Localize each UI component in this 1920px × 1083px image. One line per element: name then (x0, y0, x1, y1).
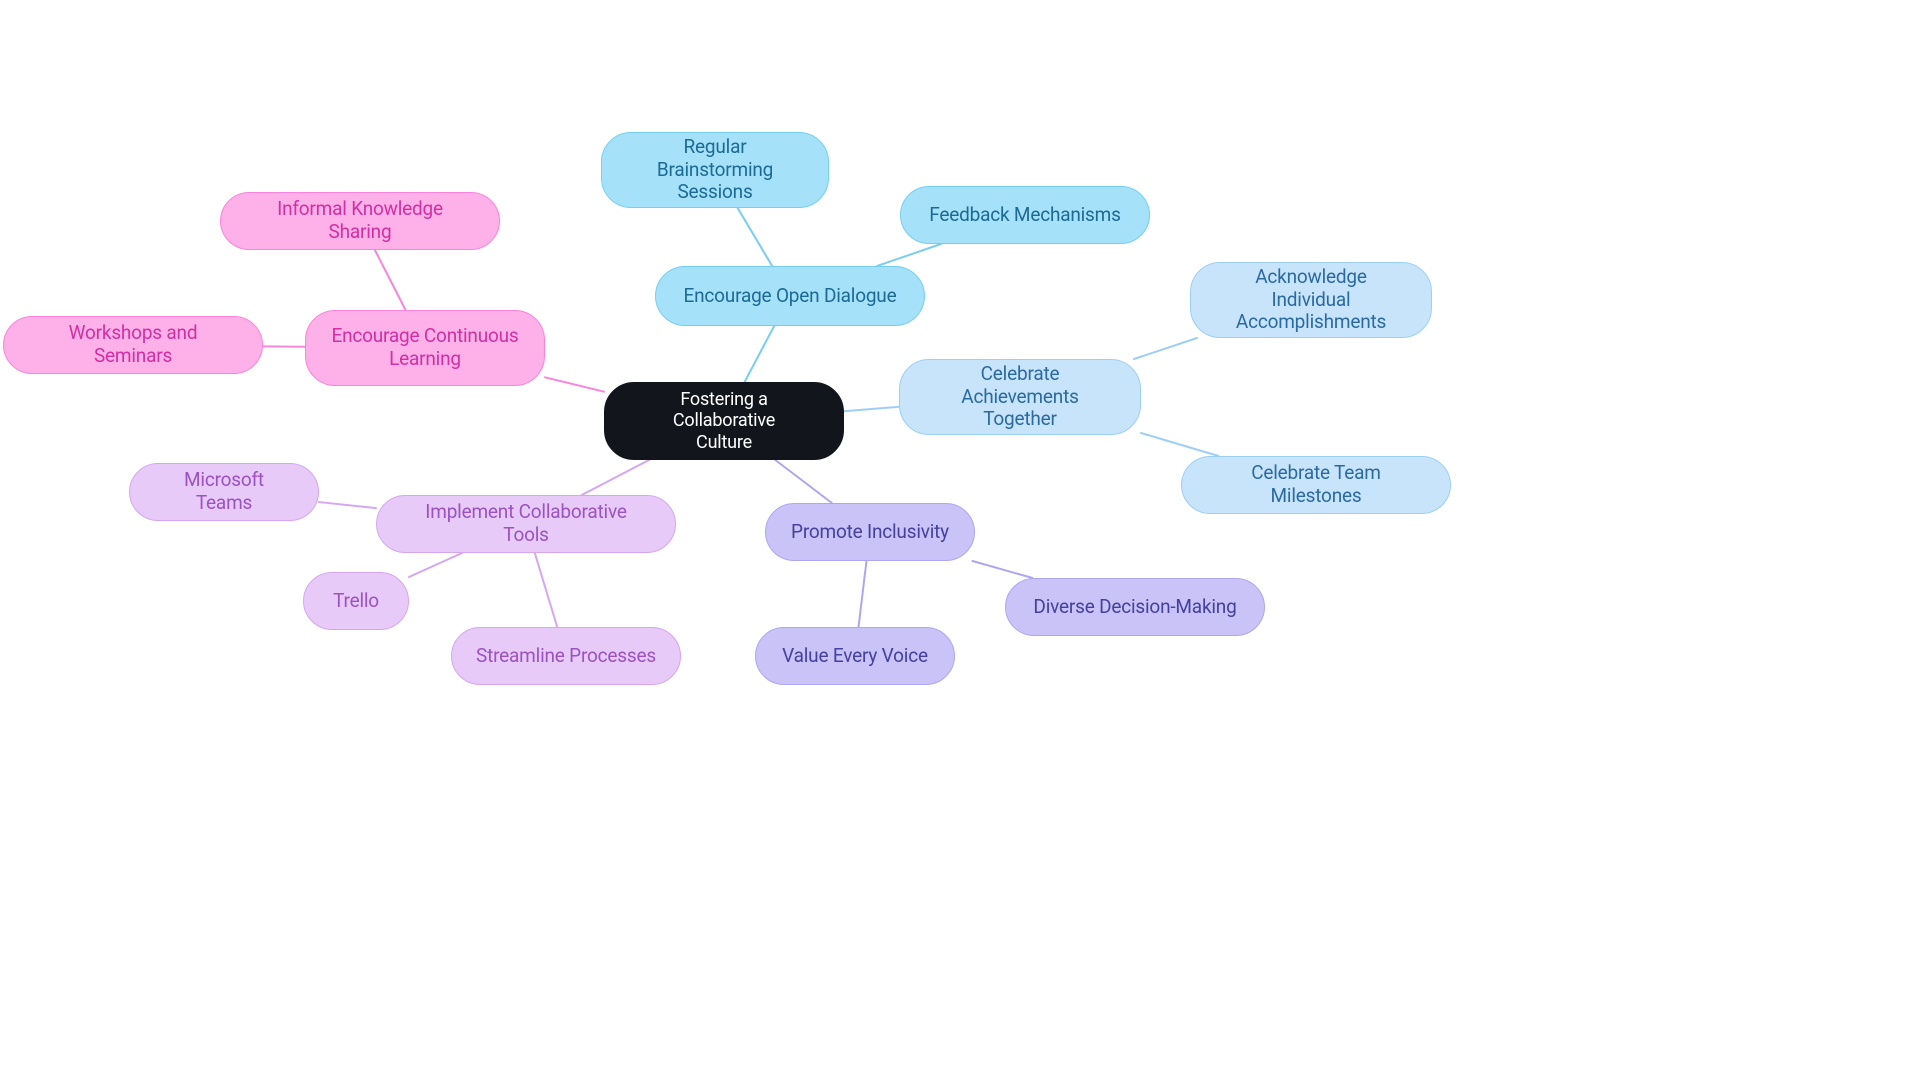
node-label: Workshops and Seminars (28, 322, 238, 368)
node-label: Acknowledge Individual Accomplishments (1215, 266, 1407, 334)
node-label: Encourage Continuous Learning (331, 325, 518, 371)
edge (409, 553, 462, 577)
edge (844, 407, 899, 411)
node-learning: Encourage Continuous Learning (305, 310, 545, 386)
edge (582, 460, 649, 495)
edge (877, 244, 941, 266)
edge (1134, 338, 1197, 359)
edge (535, 553, 557, 627)
node-label: Diverse Decision-Making (1033, 596, 1236, 619)
node-label: Feedback Mechanisms (929, 204, 1120, 227)
edge (545, 377, 604, 391)
edge (745, 326, 775, 382)
node-informal: Informal Knowledge Sharing (220, 192, 500, 250)
node-msteams: Microsoft Teams (129, 463, 319, 521)
node-label: Implement Collaborative Tools (401, 501, 651, 547)
node-label: Microsoft Teams (154, 469, 294, 515)
node-ack_ind: Acknowledge Individual Accomplishments (1190, 262, 1432, 338)
node-brainstorm: Regular Brainstorming Sessions (601, 132, 829, 208)
edge (775, 460, 832, 503)
node-voice: Value Every Voice (755, 627, 955, 685)
mindmap-canvas: Fostering a Collaborative Culture Encoura… (0, 0, 1920, 1083)
edge (319, 502, 376, 508)
node-root: Fostering a Collaborative Culture (604, 382, 844, 460)
node-label: Informal Knowledge Sharing (245, 198, 475, 244)
edge (972, 561, 1032, 578)
node-label: Fostering a Collaborative Culture (629, 389, 819, 454)
node-label: Celebrate Team Milestones (1206, 462, 1426, 508)
node-label: Trello (333, 590, 379, 613)
node-label: Streamline Processes (476, 645, 656, 668)
node-label: Encourage Open Dialogue (684, 285, 897, 308)
node-team_mile: Celebrate Team Milestones (1181, 456, 1451, 514)
node-celebrate: Celebrate Achievements Together (899, 359, 1141, 435)
node-label: Regular Brainstorming Sessions (626, 136, 804, 204)
node-feedback: Feedback Mechanisms (900, 186, 1150, 244)
node-streamline: Streamline Processes (451, 627, 681, 685)
node-trello: Trello (303, 572, 409, 630)
node-label: Celebrate Achievements Together (924, 363, 1116, 431)
edge (375, 250, 406, 310)
node-label: Promote Inclusivity (791, 521, 949, 544)
node-inclusivity: Promote Inclusivity (765, 503, 975, 561)
edge (738, 208, 773, 266)
node-tools: Implement Collaborative Tools (376, 495, 676, 553)
node-label: Value Every Voice (782, 645, 928, 668)
edge (859, 561, 867, 627)
node-dialogue: Encourage Open Dialogue (655, 266, 925, 326)
edge (1141, 433, 1218, 456)
node-diverse: Diverse Decision-Making (1005, 578, 1265, 636)
node-workshops: Workshops and Seminars (3, 316, 263, 374)
